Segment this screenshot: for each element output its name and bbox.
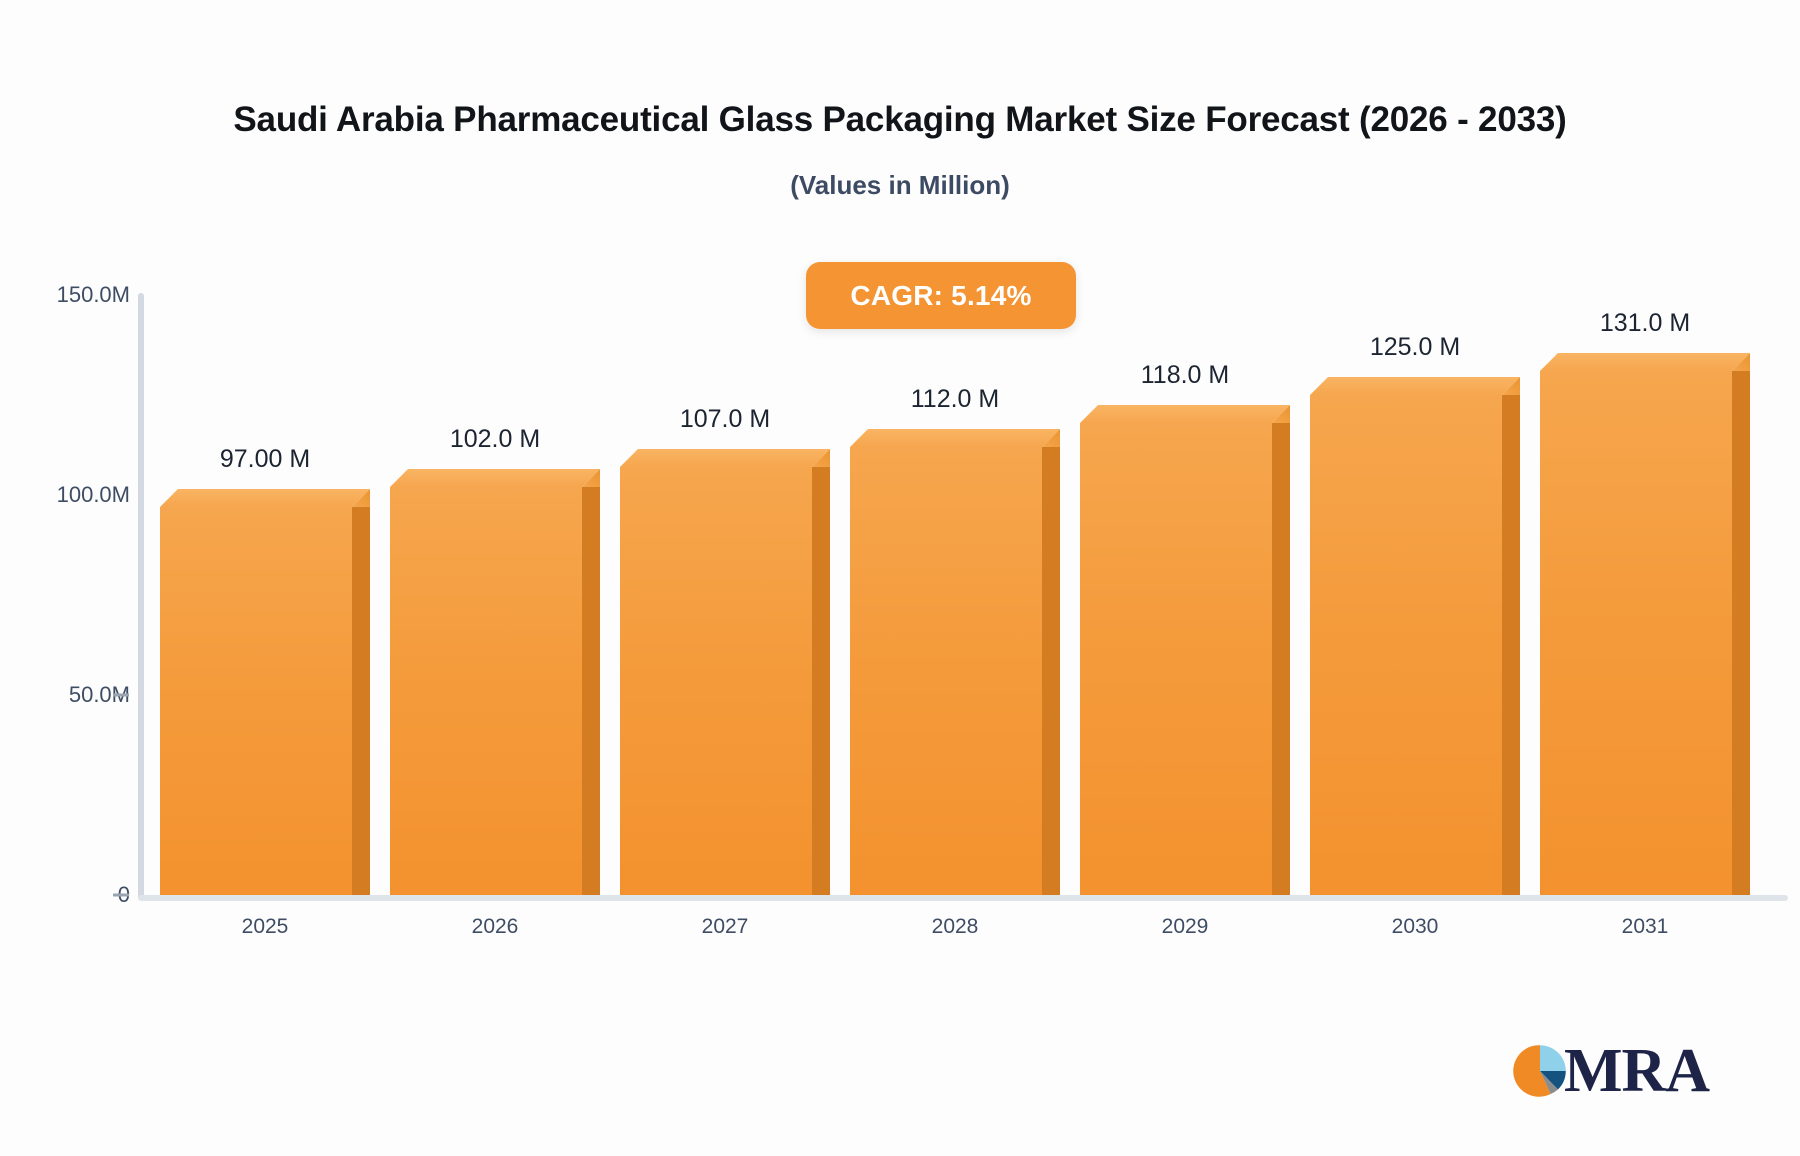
x-axis-tick-label: 2031	[1621, 915, 1669, 938]
y-axis-tick-label: 100.0M	[56, 482, 130, 507]
bar-side-face	[582, 487, 600, 895]
bar-front-face	[160, 507, 352, 895]
bar	[160, 489, 370, 895]
bar-side-face	[1502, 395, 1520, 895]
bar-front-face	[850, 447, 1042, 895]
bar-side-face	[1732, 371, 1750, 895]
bar-side-face	[352, 507, 370, 895]
bar-top-cap	[1310, 377, 1520, 395]
bar-front-face	[1540, 371, 1732, 895]
y-axis-tick-mark	[113, 893, 129, 897]
bar	[850, 429, 1060, 895]
y-axis-tick-mark	[113, 693, 129, 697]
y-axis-tick-label: 150.0M	[56, 282, 130, 307]
bar-value-label: 97.00 M	[219, 445, 311, 473]
bar-value-label: 107.0 M	[679, 405, 771, 433]
bar-value-label: 112.0 M	[910, 385, 1000, 413]
x-axis-tick-label: 2028	[931, 915, 979, 938]
bar-front-face	[620, 467, 812, 895]
bar	[390, 469, 600, 895]
chart-title: Saudi Arabia Pharmaceutical Glass Packag…	[233, 100, 1567, 139]
x-axis-tick-label: 2027	[701, 915, 749, 938]
y-axis-tick-label: 50.0M	[68, 682, 130, 707]
bar-front-face	[1080, 423, 1272, 895]
mra-logo: MRA	[1512, 1035, 1712, 1107]
pie-chart-icon	[1513, 1045, 1566, 1097]
bar-value-label: 125.0 M	[1369, 333, 1461, 361]
bar-top-cap	[1080, 405, 1290, 423]
logo-text: MRA	[1564, 1037, 1710, 1105]
y-axis-line	[138, 293, 144, 900]
bar-front-face	[1310, 395, 1502, 895]
bar	[1080, 405, 1290, 895]
bar-top-cap	[390, 469, 600, 487]
bar	[1540, 353, 1750, 895]
bar-front-face	[390, 487, 582, 895]
bar-value-label: 131.0 M	[1599, 309, 1691, 337]
y-axis-tick-label: 0	[0, 882, 130, 908]
bar-top-cap	[1540, 353, 1750, 371]
bar-side-face	[812, 467, 830, 895]
bar-side-face	[1272, 423, 1290, 895]
x-axis-tick-label: 2029	[1161, 915, 1209, 938]
bar-value-label: 102.0 M	[449, 425, 541, 453]
x-axis-tick-label: 2025	[241, 915, 289, 938]
bar-top-cap	[850, 429, 1060, 447]
x-axis-tick-label: 2030	[1391, 915, 1439, 938]
bar-side-face	[1042, 447, 1060, 895]
x-axis-line	[138, 895, 1788, 901]
chart-subtitle: (Values in Million)	[790, 170, 1010, 200]
bar	[1310, 377, 1520, 895]
x-axis-tick-label: 2026	[471, 915, 519, 938]
bar-top-cap	[620, 449, 830, 467]
bar-value-label: 118.0 M	[1140, 361, 1230, 389]
bar	[620, 449, 830, 895]
bar-top-cap	[160, 489, 370, 507]
cagr-badge: CAGR: 5.14%	[806, 262, 1076, 329]
